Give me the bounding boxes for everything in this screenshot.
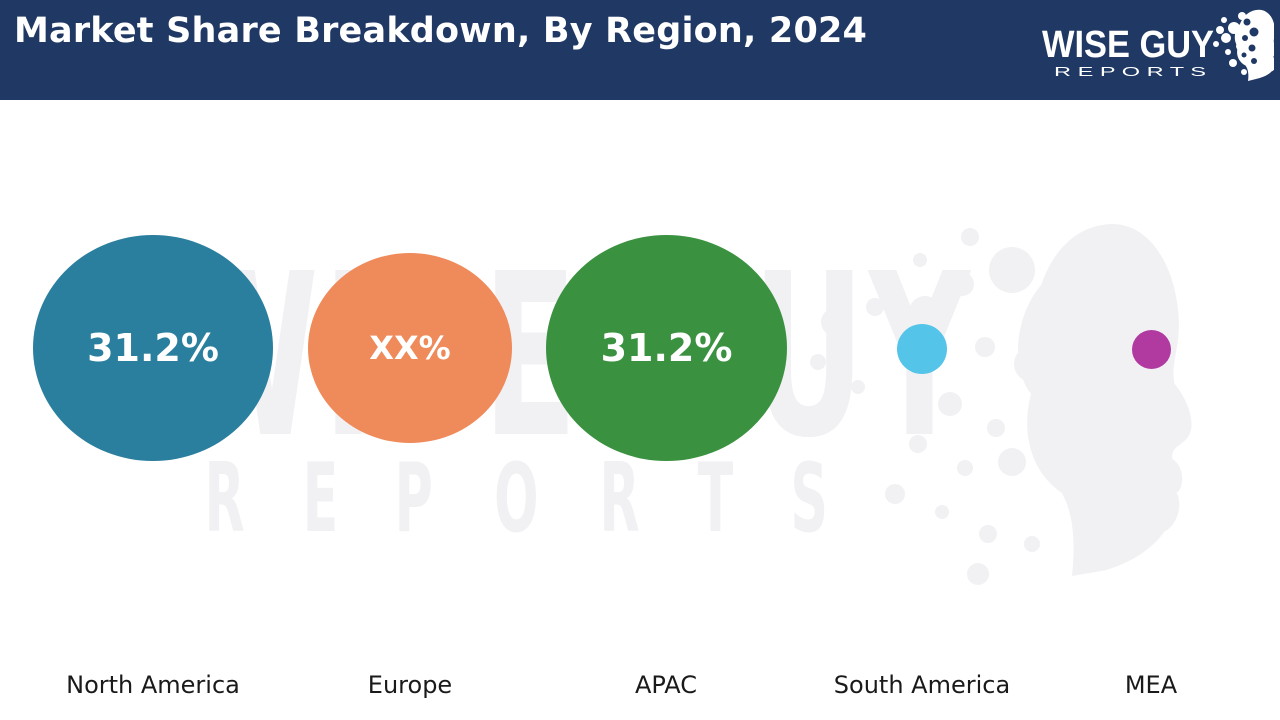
watermark-letter: S: [789, 444, 828, 554]
header-bar: Market Share Breakdown, By Region, 2024 …: [0, 0, 1280, 100]
watermark-reports: R E P O R T S: [188, 452, 843, 547]
region-label-south-america: South America: [833, 671, 1011, 699]
watermark-letter: R: [599, 444, 640, 554]
region-label-apac: APAC: [634, 671, 698, 699]
bubble-mea: [1132, 330, 1171, 369]
watermark-letter: T: [697, 444, 734, 554]
region-label-north-america: North America: [66, 671, 240, 699]
logo-brand-text: WISE GUY: [1042, 24, 1214, 66]
bubble-value: XX%: [369, 329, 451, 367]
bubble-value: 31.2%: [600, 326, 733, 370]
bubble-north-america: 31.2%: [33, 235, 273, 461]
region-label-europe: Europe: [367, 671, 453, 699]
logo-reports-text: R E P O R T S: [1054, 64, 1207, 79]
bubble-apac: 31.2%: [546, 235, 787, 461]
page-title: Market Share Breakdown, By Region, 2024: [14, 11, 868, 51]
watermark-letter: P: [395, 444, 434, 554]
bubble-south-america: [897, 324, 947, 374]
chart-area: WISE GUY R E P O R T S: [0, 100, 1280, 720]
watermark-letter: E: [302, 444, 339, 554]
wise-guy-logo: WISE GUY R E P O R T S: [1042, 9, 1274, 81]
region-label-mea: MEA: [1124, 671, 1178, 699]
bubble-value: 31.2%: [87, 326, 219, 370]
watermark-head-icon: [810, 224, 1192, 585]
watermark-letter: O: [493, 444, 539, 554]
head-silhouette-icon: [1213, 9, 1274, 81]
bubble-europe: XX%: [308, 253, 512, 443]
watermark-letter: R: [204, 444, 245, 554]
